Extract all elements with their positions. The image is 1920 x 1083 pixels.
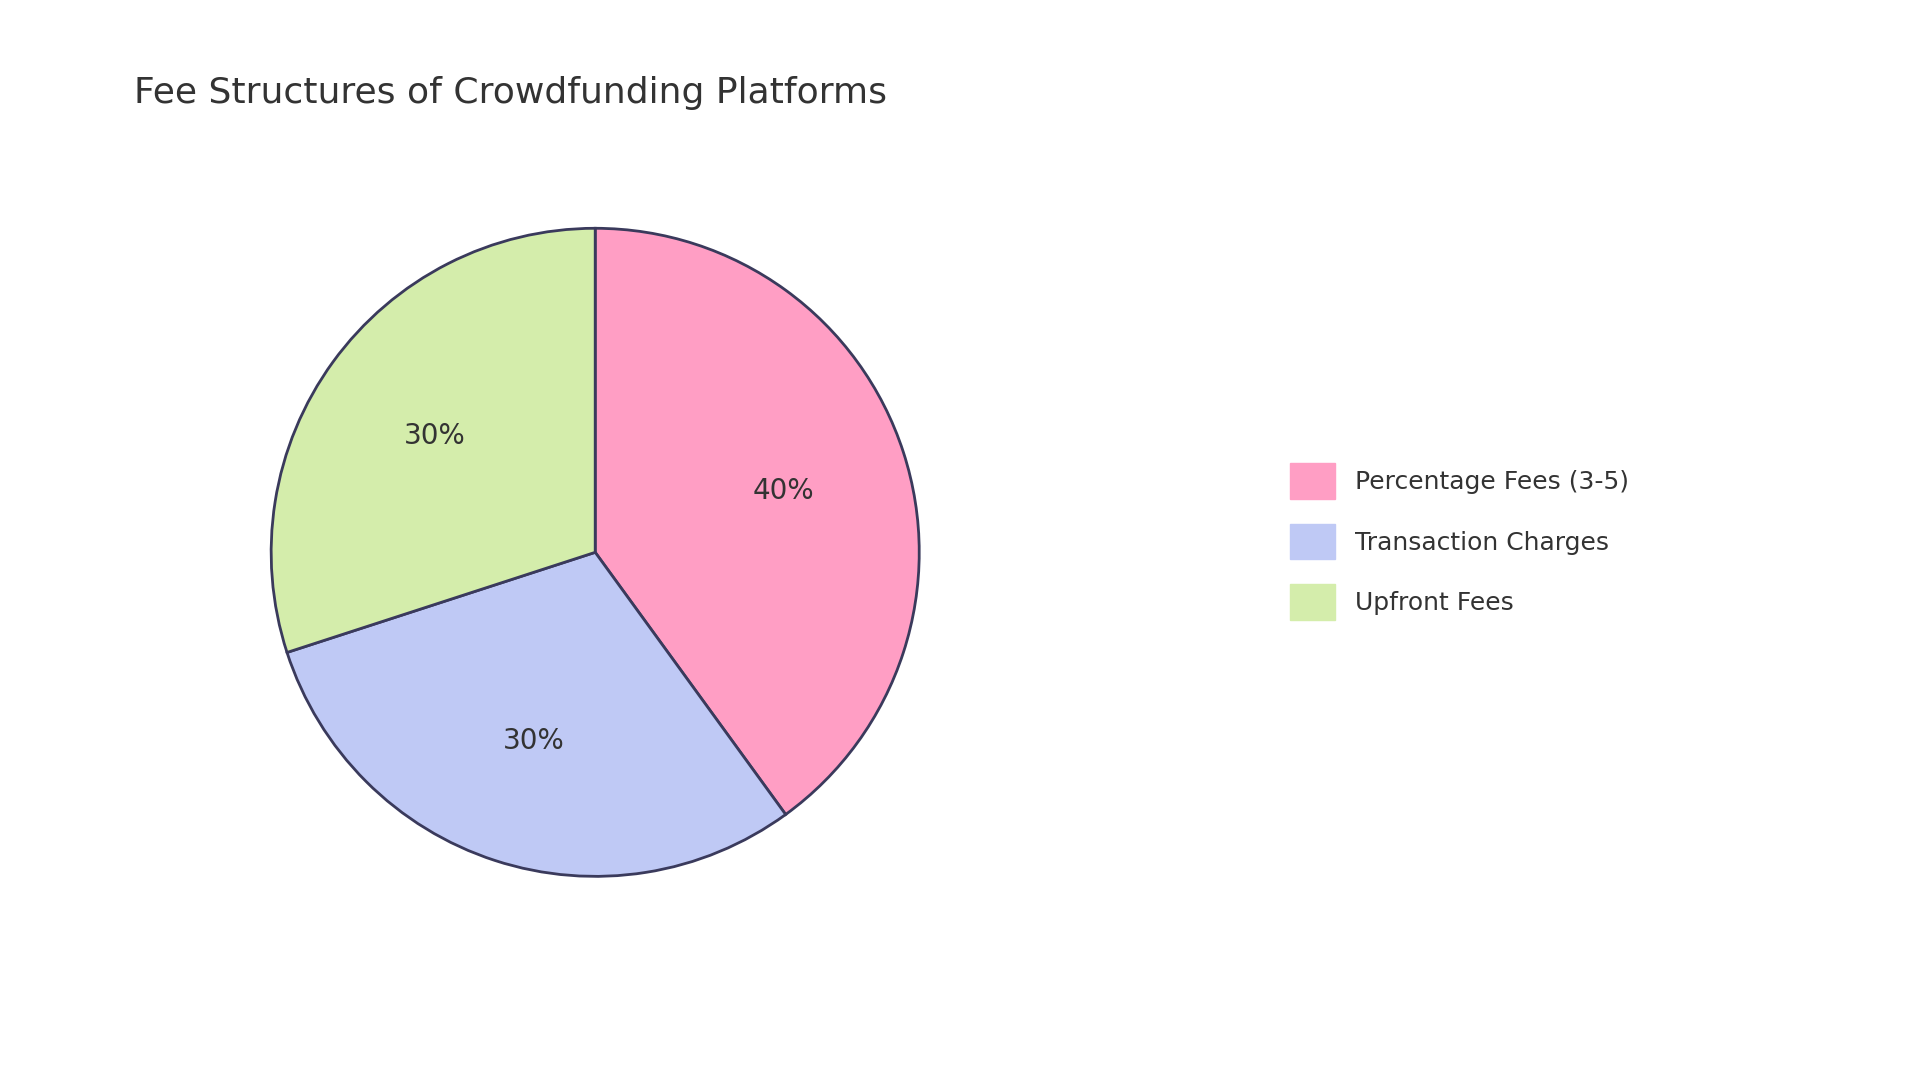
- Wedge shape: [286, 552, 785, 876]
- Text: 30%: 30%: [503, 727, 564, 755]
- Text: 30%: 30%: [403, 421, 467, 449]
- Wedge shape: [595, 229, 920, 814]
- Wedge shape: [271, 229, 595, 652]
- Text: Fee Structures of Crowdfunding Platforms: Fee Structures of Crowdfunding Platforms: [134, 76, 887, 109]
- Text: 40%: 40%: [753, 478, 814, 505]
- Legend: Percentage Fees (3-5), Transaction Charges, Upfront Fees: Percentage Fees (3-5), Transaction Charg…: [1277, 451, 1642, 632]
